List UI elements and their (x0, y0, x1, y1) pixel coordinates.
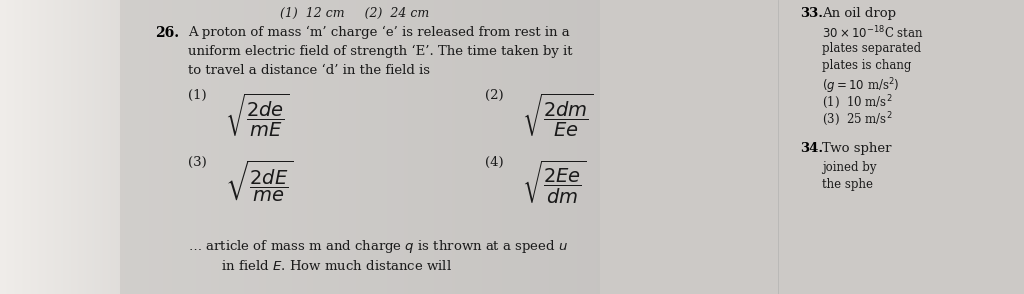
Text: (3)  25 m/s$^{2}$: (3) 25 m/s$^{2}$ (822, 110, 893, 128)
Text: (1): (1) (188, 89, 207, 102)
Text: $\sqrt{\dfrac{2de}{mE}}$: $\sqrt{\dfrac{2de}{mE}}$ (225, 92, 290, 139)
Text: uniform electric field of strength ‘E’. The time taken by it: uniform electric field of strength ‘E’. … (188, 45, 572, 58)
Text: (3): (3) (188, 156, 207, 169)
Text: 34.: 34. (800, 142, 823, 155)
Text: joined by: joined by (822, 161, 877, 174)
Text: A proton of mass ‘m’ charge ‘e’ is released from rest in a: A proton of mass ‘m’ charge ‘e’ is relea… (188, 26, 569, 39)
Text: $(g = 10$ m/s$^{2})$: $(g = 10$ m/s$^{2})$ (822, 76, 900, 96)
Text: plates is chang: plates is chang (822, 59, 911, 72)
Text: (1)  12 cm     (2)  24 cm: (1) 12 cm (2) 24 cm (280, 7, 429, 20)
Text: $\sqrt{\dfrac{2Ee}{dm}}$: $\sqrt{\dfrac{2Ee}{dm}}$ (522, 159, 587, 206)
Text: plates separated: plates separated (822, 42, 922, 55)
Text: the sphe: the sphe (822, 178, 873, 191)
Text: $30 \times10^{-18}$C stan: $30 \times10^{-18}$C stan (822, 25, 924, 41)
Text: 33.: 33. (800, 7, 823, 20)
Text: $\sqrt{\dfrac{2dm}{Ee}}$: $\sqrt{\dfrac{2dm}{Ee}}$ (522, 92, 594, 139)
Text: Two spher: Two spher (822, 142, 892, 155)
Text: $\ldots$ article of mass m and charge $q$ is thrown at a speed $u$: $\ldots$ article of mass m and charge $q… (188, 238, 568, 255)
Text: (2): (2) (485, 89, 504, 102)
Text: (1)  10 m/s$^{2}$: (1) 10 m/s$^{2}$ (822, 93, 893, 111)
Text: An oil drop: An oil drop (822, 7, 896, 20)
Text: $\sqrt{\dfrac{2dE}{me}}$: $\sqrt{\dfrac{2dE}{me}}$ (225, 159, 293, 204)
Text: 26.: 26. (155, 26, 179, 40)
Text: (4): (4) (485, 156, 504, 169)
Text: $\quad\;\;\;\;\,$ in field $E$. How much distance will: $\quad\;\;\;\;\,$ in field $E$. How much… (188, 259, 452, 273)
Text: to travel a distance ‘d’ in the field is: to travel a distance ‘d’ in the field is (188, 64, 430, 77)
